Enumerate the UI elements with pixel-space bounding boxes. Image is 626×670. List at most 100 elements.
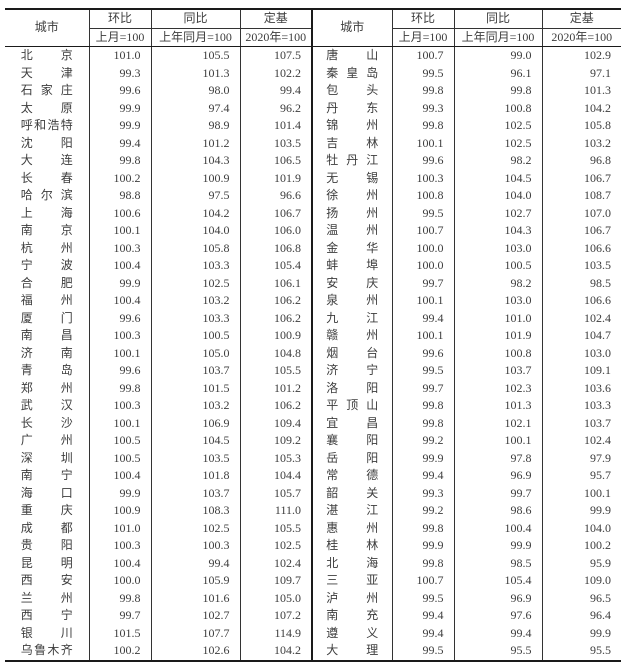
mom-value-right: 99.3 <box>391 99 454 117</box>
city-name: 杭州 <box>20 240 73 255</box>
table-row: 长沙 100.1 106.9 109.4 宜昌 99.8 102.1 103.7 <box>5 414 621 432</box>
city-name: 青岛 <box>20 363 73 377</box>
city-name: 包头 <box>326 83 379 97</box>
fixedbase-value-right: 97.1 <box>541 64 621 82</box>
mom-value-left: 99.8 <box>88 589 151 607</box>
yoy-value-left: 98.0 <box>150 82 240 100</box>
city-cell-right: 北海 <box>311 554 392 572</box>
city-cell-right: 大理 <box>311 642 392 661</box>
yoy-value-left: 108.3 <box>150 502 240 520</box>
yoy-value-left: 103.7 <box>150 484 240 502</box>
fixedbase-value-right: 103.2 <box>541 134 621 152</box>
mom-value-right: 99.8 <box>391 397 454 415</box>
city-cell-right: 九江 <box>311 309 392 327</box>
table-row: 郑州 99.8 101.5 101.2 洛阳 99.7 102.3 103.6 <box>5 379 621 397</box>
mom-value-right: 99.8 <box>391 117 454 135</box>
yoy-value-right: 98.2 <box>453 274 542 292</box>
table-row: 北京 101.0 105.5 107.5 唐山 100.7 99.0 102.9 <box>5 46 621 65</box>
city-name: 湛江 <box>326 503 379 517</box>
city-cell-right: 包头 <box>311 82 392 100</box>
fixedbase-value-left: 109.7 <box>239 572 312 590</box>
mom-value-left: 100.4 <box>88 467 151 485</box>
city-name: 锦州 <box>326 118 379 132</box>
fixedbase-value-left: 102.2 <box>239 64 312 82</box>
mom-value-right: 99.4 <box>391 309 454 327</box>
yoy-value-left: 101.3 <box>150 64 240 82</box>
fixedbase-value-right: 102.4 <box>541 432 621 450</box>
table-row: 沈阳 99.4 101.2 103.5 吉林 100.1 102.5 103.2 <box>5 134 621 152</box>
header-fixedbase-base-left: 2020年=100 <box>239 28 312 47</box>
table-row: 呼和浩特 99.9 98.9 101.4 锦州 99.8 102.5 105.8 <box>5 117 621 135</box>
fixedbase-value-right: 95.5 <box>541 642 621 661</box>
table-row: 宁波 100.4 103.3 105.4 蚌埠 100.0 100.5 103.… <box>5 257 621 275</box>
yoy-value-right: 105.4 <box>453 572 542 590</box>
city-cell-left: 厦门 <box>5 310 89 328</box>
city-cell-left: 济南 <box>5 345 89 363</box>
yoy-value-right: 98.6 <box>453 502 542 520</box>
table-row: 长春 100.2 100.9 101.9 无锡 100.3 104.5 106.… <box>5 169 621 187</box>
mom-value-left: 99.9 <box>88 117 151 135</box>
yoy-value-right: 96.1 <box>453 64 542 82</box>
fixedbase-value-right: 103.5 <box>541 257 621 275</box>
city-name: 武汉 <box>20 398 73 412</box>
city-name: 太原 <box>20 100 73 115</box>
city-name: 大连 <box>20 153 73 167</box>
yoy-value-right: 102.5 <box>453 134 542 152</box>
mom-value-right: 100.8 <box>391 187 454 205</box>
city-name: 长春 <box>20 170 73 185</box>
city-name: 济南 <box>20 345 73 360</box>
city-name: 泸州 <box>326 590 379 605</box>
fixedbase-value-right: 100.1 <box>541 484 621 502</box>
table-row: 深圳 100.5 103.5 105.3 岳阳 99.9 97.8 97.9 <box>5 449 621 468</box>
table-row: 合肥 99.9 102.5 106.1 安庆 99.7 98.2 98.5 <box>5 274 621 292</box>
yoy-value-right: 101.3 <box>453 397 542 415</box>
mom-value-left: 101.0 <box>88 519 151 537</box>
table-row: 海口 99.9 103.7 105.7 韶关 99.3 99.7 100.1 <box>5 484 621 502</box>
yoy-value-left: 103.3 <box>150 309 240 327</box>
mom-value-left: 99.9 <box>88 484 151 502</box>
city-cell-left: 西安 <box>5 572 89 590</box>
city-cell-right: 宜昌 <box>311 414 392 432</box>
city-name: 泉州 <box>326 293 379 307</box>
city-name: 北京 <box>20 48 73 62</box>
yoy-value-left: 103.7 <box>150 362 240 380</box>
mom-value-right: 100.7 <box>391 46 454 65</box>
city-cell-right: 遵义 <box>311 624 392 642</box>
city-name: 南充 <box>326 608 379 622</box>
city-cell-right: 烟台 <box>311 344 392 362</box>
city-name: 西宁 <box>20 608 73 622</box>
mom-value-left: 99.8 <box>88 152 151 170</box>
city-name: 秦皇岛 <box>326 65 379 80</box>
city-name: 襄阳 <box>326 433 379 447</box>
city-cell-right: 扬州 <box>311 204 392 222</box>
mom-value-right: 99.2 <box>391 502 454 520</box>
fixedbase-value-right: 106.7 <box>541 222 621 240</box>
table-row: 成都 101.0 102.5 105.5 惠州 99.8 100.4 104.0 <box>5 519 621 537</box>
city-name: 徐州 <box>326 188 379 202</box>
yoy-value-left: 101.6 <box>150 589 240 607</box>
city-name: 合肥 <box>20 275 73 290</box>
city-name: 广州 <box>20 433 73 447</box>
mom-value-left: 100.3 <box>88 537 151 555</box>
city-cell-left: 广州 <box>5 432 89 450</box>
fixedbase-value-right: 106.6 <box>541 292 621 310</box>
mom-value-left: 100.1 <box>88 414 151 432</box>
yoy-value-left: 99.4 <box>150 554 240 572</box>
fixedbase-value-left: 106.2 <box>239 309 312 327</box>
city-name: 九江 <box>326 310 379 325</box>
header-yoy-base-left: 上年同月=100 <box>150 28 240 47</box>
fixedbase-value-left: 104.2 <box>239 642 312 661</box>
city-cell-left: 哈尔滨 <box>5 187 89 205</box>
city-cell-right: 韶关 <box>311 484 392 502</box>
table-row: 贵阳 100.3 100.3 102.5 桂林 99.9 99.9 100.2 <box>5 537 621 555</box>
fixedbase-value-right: 106.7 <box>541 169 621 187</box>
city-cell-right: 惠州 <box>311 519 392 537</box>
yoy-value-right: 99.7 <box>453 484 542 502</box>
city-cell-left: 乌鲁木齐 <box>5 642 89 661</box>
city-cell-right: 济宁 <box>311 362 392 380</box>
city-cell-left: 深圳 <box>5 450 89 468</box>
fixedbase-value-right: 96.8 <box>541 152 621 170</box>
fixedbase-value-right: 99.9 <box>541 502 621 520</box>
city-name: 哈尔滨 <box>20 188 73 202</box>
